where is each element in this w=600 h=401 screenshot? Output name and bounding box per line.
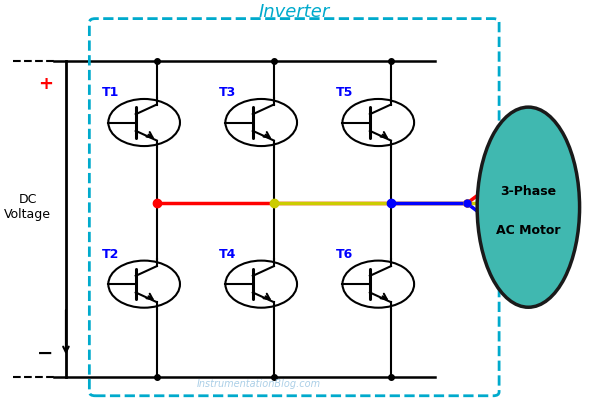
Text: V: V [490,188,502,203]
Ellipse shape [477,107,580,307]
Text: AC Motor: AC Motor [496,224,560,237]
Text: −: − [37,344,53,363]
Text: T2: T2 [102,247,119,261]
Text: W: W [490,215,507,229]
Text: +: + [38,75,53,93]
Text: DC
Voltage: DC Voltage [4,193,52,221]
Text: InstrumentationBlog.com: InstrumentationBlog.com [197,379,321,389]
Text: T6: T6 [336,247,353,261]
Text: Inverter: Inverter [259,2,330,20]
Text: 3-Phase: 3-Phase [500,185,556,198]
Text: U: U [490,172,503,187]
Text: T4: T4 [219,247,236,261]
Text: T3: T3 [219,86,236,99]
Text: T1: T1 [102,86,119,99]
Text: T5: T5 [336,86,353,99]
